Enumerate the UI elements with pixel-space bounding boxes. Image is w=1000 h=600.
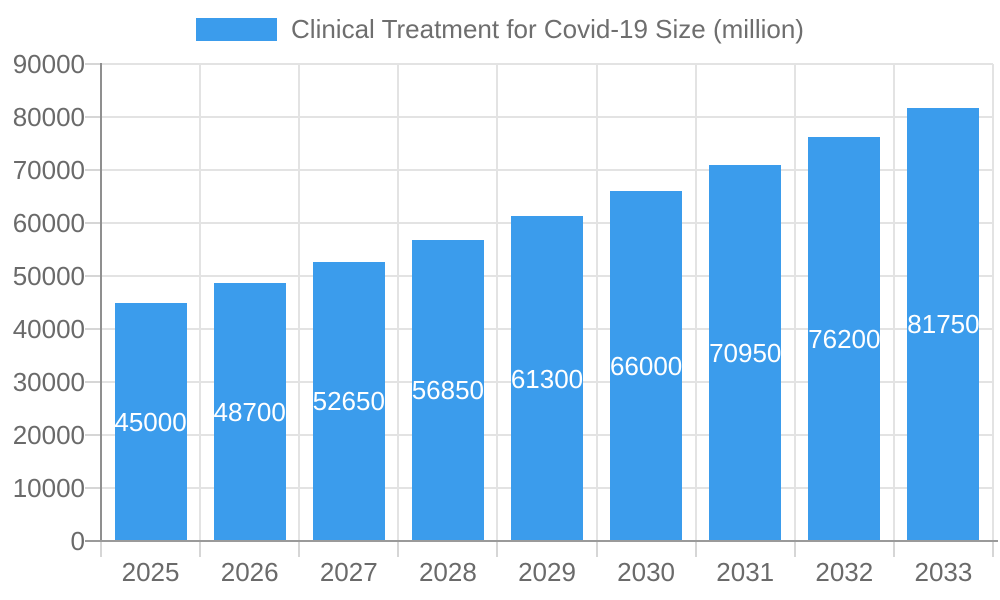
y-axis-label: 60000 [12,208,85,238]
x-axis-label: 2025 [121,557,180,587]
y-axis-label: 40000 [12,314,85,344]
x-axis-label: 2032 [815,557,874,587]
x-axis-tick [397,541,400,557]
x-axis-tick [595,541,598,557]
legend-label: Clinical Treatment for Covid-19 Size (mi… [291,14,804,44]
y-axis-tick [85,328,101,330]
bar[interactable] [907,107,980,541]
bar[interactable] [808,137,881,541]
y-axis-tick [85,275,101,277]
x-axis-label: 2027 [319,557,378,587]
v-gridline [397,64,400,541]
bar-value-label: 70950 [709,337,782,368]
v-gridline [199,64,202,541]
y-axis-tick [85,222,101,224]
x-axis-tick [199,541,202,557]
x-axis-tick [298,541,301,557]
bar[interactable] [411,239,484,541]
bar-value-label: 81750 [907,309,980,340]
y-axis-tick [85,116,101,118]
v-gridline [992,64,994,541]
bar-value-label: 61300 [510,363,584,394]
x-axis-line [85,540,998,542]
v-gridline [694,64,697,541]
x-axis-tick [793,541,796,557]
v-gridline [496,64,499,541]
bar[interactable] [114,302,187,541]
bar-value-label: 76200 [808,324,881,355]
h-gridline [101,116,993,118]
x-axis-tick [694,541,697,557]
y-axis-label: 50000 [12,261,85,291]
x-axis-label: 2031 [716,557,775,587]
y-axis-tick [85,63,101,65]
bar[interactable] [511,216,583,541]
x-axis-tick [892,541,895,557]
x-axis-label: 2028 [418,557,477,587]
y-axis-tick [85,381,101,383]
x-axis-tick [100,541,102,557]
y-axis-tick [85,434,101,436]
y-axis-label: 80000 [12,102,85,132]
h-gridline [101,63,993,65]
v-gridline [892,64,895,541]
y-axis-label: 30000 [12,367,85,397]
y-axis-tick [85,169,101,171]
h-gridline [101,169,993,171]
bar[interactable] [312,261,385,541]
y-axis-label: 0 [70,526,85,556]
y-axis-label: 90000 [12,49,85,79]
v-gridline [595,64,598,541]
bar[interactable] [709,164,782,541]
bar-value-label: 56850 [411,375,485,406]
y-axis-line [100,63,102,542]
bar-value-label: 48700 [213,396,286,427]
x-axis-label: 2029 [518,557,576,587]
y-axis-label: 70000 [12,155,85,185]
x-axis-label: 2030 [617,557,676,587]
chart-legend[interactable]: Clinical Treatment for Covid-19 Size (mi… [0,14,1000,45]
bar-value-label: 66000 [609,351,683,382]
bar[interactable] [610,191,683,541]
x-axis-tick [992,541,994,557]
bar-value-label: 45000 [114,406,187,437]
x-axis-label: 2026 [220,557,279,587]
v-gridline [793,64,796,541]
bar[interactable] [213,282,286,541]
y-axis-label: 20000 [12,420,85,450]
x-axis-label: 2033 [914,557,973,587]
v-gridline [298,64,301,541]
y-axis-tick [85,487,101,489]
legend-swatch [196,18,278,41]
x-axis-tick [496,541,499,557]
y-axis-label: 10000 [12,473,85,503]
bar-value-label: 52650 [312,386,385,417]
